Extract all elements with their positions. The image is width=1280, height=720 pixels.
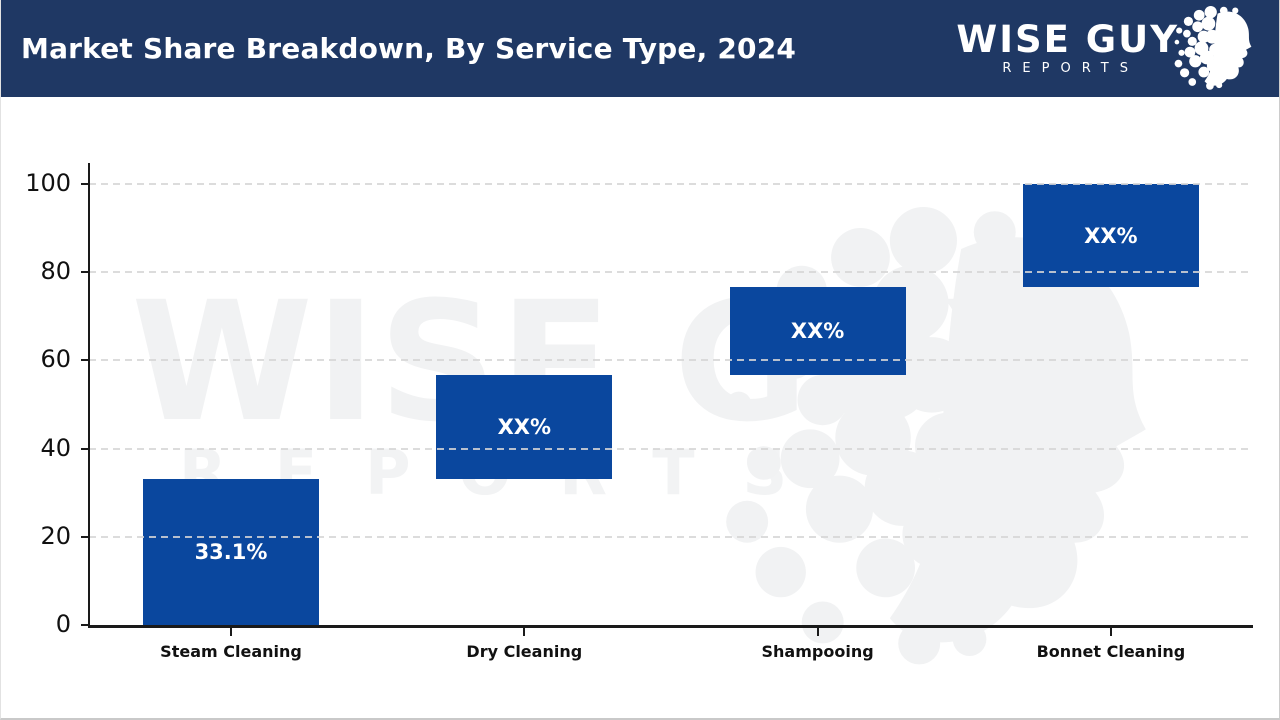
- logo-face-icon: [1174, 5, 1252, 90]
- x-axis-category-label: Shampooing: [761, 642, 874, 661]
- plot-area: 33.1% Steam Cleaning XX% Dry Cleaning XX% Sha…: [1, 97, 1279, 718]
- y-axis-tick-label: 60: [40, 345, 71, 374]
- y-axis-tick-label: 40: [40, 433, 71, 462]
- y-axis-tick: [81, 624, 89, 626]
- gridline: [89, 447, 1252, 450]
- x-axis-tick: [816, 628, 819, 636]
- logo-subtitle: REPORTS: [1002, 61, 1139, 76]
- logo-wordmark: WISE GUY: [956, 18, 1179, 61]
- y-axis-tick: [81, 359, 89, 362]
- gridline: [89, 271, 1252, 274]
- page-title: Market Share Breakdown, By Service Type,…: [21, 32, 797, 65]
- bar-value-label: XX%: [790, 319, 845, 344]
- bar-value-label: XX%: [497, 415, 552, 440]
- y-axis-tick-label: 20: [40, 521, 71, 550]
- y-axis-tick: [81, 271, 89, 274]
- x-axis-tick: [523, 628, 526, 636]
- gridline: [89, 535, 1252, 538]
- logo-text: WISE GUY REPORTS: [956, 21, 1179, 76]
- bar-value-label: 33.1%: [194, 540, 268, 564]
- header: Market Share Breakdown, By Service Type,…: [1, 0, 1279, 97]
- bar-segment: XX%: [436, 375, 613, 480]
- y-axis-tick: [81, 447, 89, 450]
- x-axis-line: [88, 625, 1253, 628]
- x-axis-category-label: Steam Cleaning: [160, 642, 302, 661]
- bar-segment: XX%: [729, 287, 906, 376]
- chart-canvas: WISE GUY REPORTS 33.1%Steam CleaningXX%D…: [1, 97, 1279, 718]
- wise-guy-logo: WISE GUY REPORTS: [956, 5, 1259, 92]
- y-axis-tick: [81, 183, 89, 185]
- gridline: [89, 359, 1252, 362]
- gridline: [89, 183, 1252, 185]
- y-axis-tick-label: 80: [40, 257, 71, 286]
- y-axis-line: [88, 163, 90, 628]
- x-axis-tick: [230, 628, 232, 636]
- bar-value-label: XX%: [1084, 223, 1138, 248]
- y-axis-tick-label: 100: [25, 169, 71, 197]
- x-axis-category-label: Dry Cleaning: [466, 642, 583, 661]
- x-axis-tick: [1109, 628, 1112, 636]
- bar-segment: 33.1%: [143, 479, 319, 625]
- y-axis-tick: [81, 535, 89, 538]
- y-axis-tick-label: 0: [55, 610, 71, 638]
- x-axis-category-label: Bonnet Cleaning: [1036, 642, 1186, 661]
